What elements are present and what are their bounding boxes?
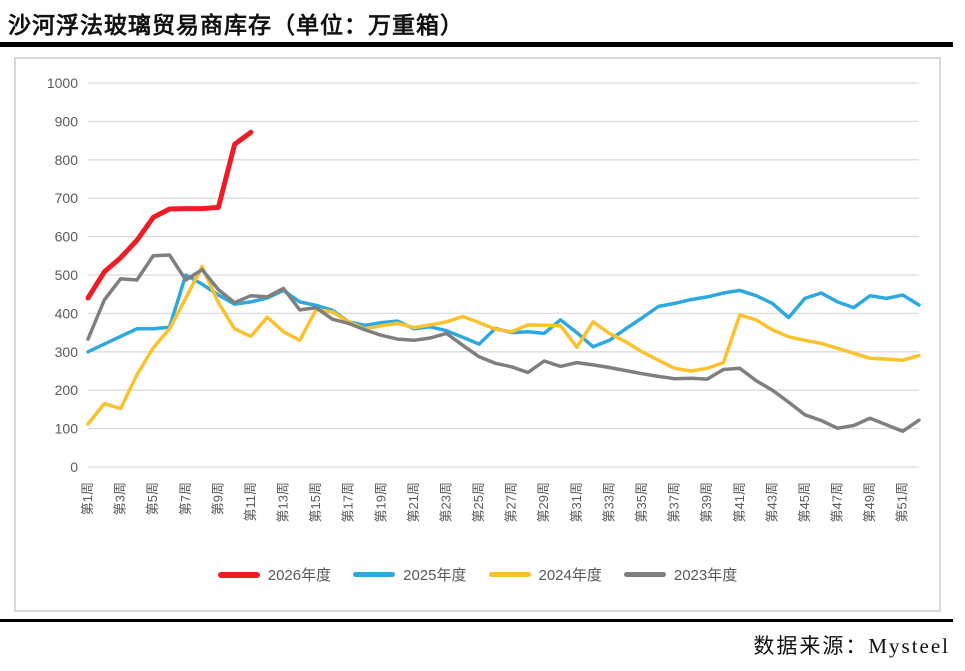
y-tick-label: 600 [55,229,79,245]
x-tick-label: 第33周 [601,482,616,522]
y-tick-label: 700 [55,190,79,206]
x-tick-label: 第51周 [895,482,910,522]
x-tick-label: 第1周 [80,482,95,515]
x-tick-label: 第35周 [634,482,649,522]
x-tick-label: 第29周 [536,482,551,522]
line-chart: 0 100 200 300 400 500 600 700 800 900 1000 第1周 第3周 第5… [47,75,921,522]
legend-item-2023: 2023年度 [623,564,738,585]
x-tick-label: 第13周 [276,482,291,522]
x-tick-label: 第49周 [862,482,877,522]
legend-line-swatch [488,572,531,577]
x-tick-label: 第7周 [178,482,193,515]
title-divider [0,42,953,47]
chart-container: 0 100 200 300 400 500 600 700 800 900 1000 第1周 第3周 第5… [14,57,941,612]
x-tick-label: 第23周 [438,482,453,522]
legend-label: 2026年度 [267,567,332,584]
x-tick-label: 第31周 [569,482,584,522]
y-tick-label: 400 [55,305,79,321]
x-tick-label: 第21周 [406,482,421,522]
x-tick-label: 第3周 [113,482,128,515]
y-tick-label: 0 [70,459,78,475]
legend-label: 2025年度 [403,567,467,584]
y-tick-label: 500 [55,267,79,283]
chart-legend: 2026年度 2025年度 2024年度 2023年度 [16,564,939,585]
x-tick-label: 第45周 [797,482,812,522]
x-tick-label: 第15周 [308,482,323,522]
legend-item-2024: 2024年度 [488,564,602,585]
legend-label: 2024年度 [538,567,602,584]
y-tick-label: 900 [55,113,79,129]
x-tick-label: 第27周 [504,482,519,522]
data-source-note: 数据来源：Mysteel [753,634,950,658]
legend-item-2026: 2026年度 [217,564,332,585]
y-tick-label: 300 [55,344,79,360]
x-tick-label: 第17周 [341,482,356,522]
legend-line-swatch [217,571,260,578]
y-tick-label: 100 [55,421,79,437]
series-line-2023 [86,253,921,434]
y-tick-label: 800 [55,152,79,168]
series-line-2026 [85,129,254,301]
page-title: 沙河浮法玻璃贸易商库存（单位：万重箱） [8,13,464,38]
x-tick-label: 第11周 [243,482,258,522]
legend-item-2025: 2025年度 [353,564,467,585]
x-tick-label: 第19周 [373,482,388,522]
x-tick-label: 第43周 [764,482,779,522]
x-tick-label: 第39周 [699,482,714,522]
y-tick-label: 200 [55,382,79,398]
x-tick-label: 第5周 [145,482,160,515]
legend-line-swatch [353,572,396,577]
x-tick-label: 第41周 [732,482,747,522]
legend-line-swatch [623,572,666,577]
x-tick-label: 第9周 [210,482,225,515]
x-tick-label: 第47周 [830,482,845,522]
series-line-2024 [86,264,921,426]
legend-label: 2023年度 [673,567,738,584]
x-tick-label: 第25周 [471,482,486,522]
footer-divider [0,619,953,622]
x-tick-label: 第37周 [667,482,682,522]
y-tick-label: 1000 [47,75,78,91]
